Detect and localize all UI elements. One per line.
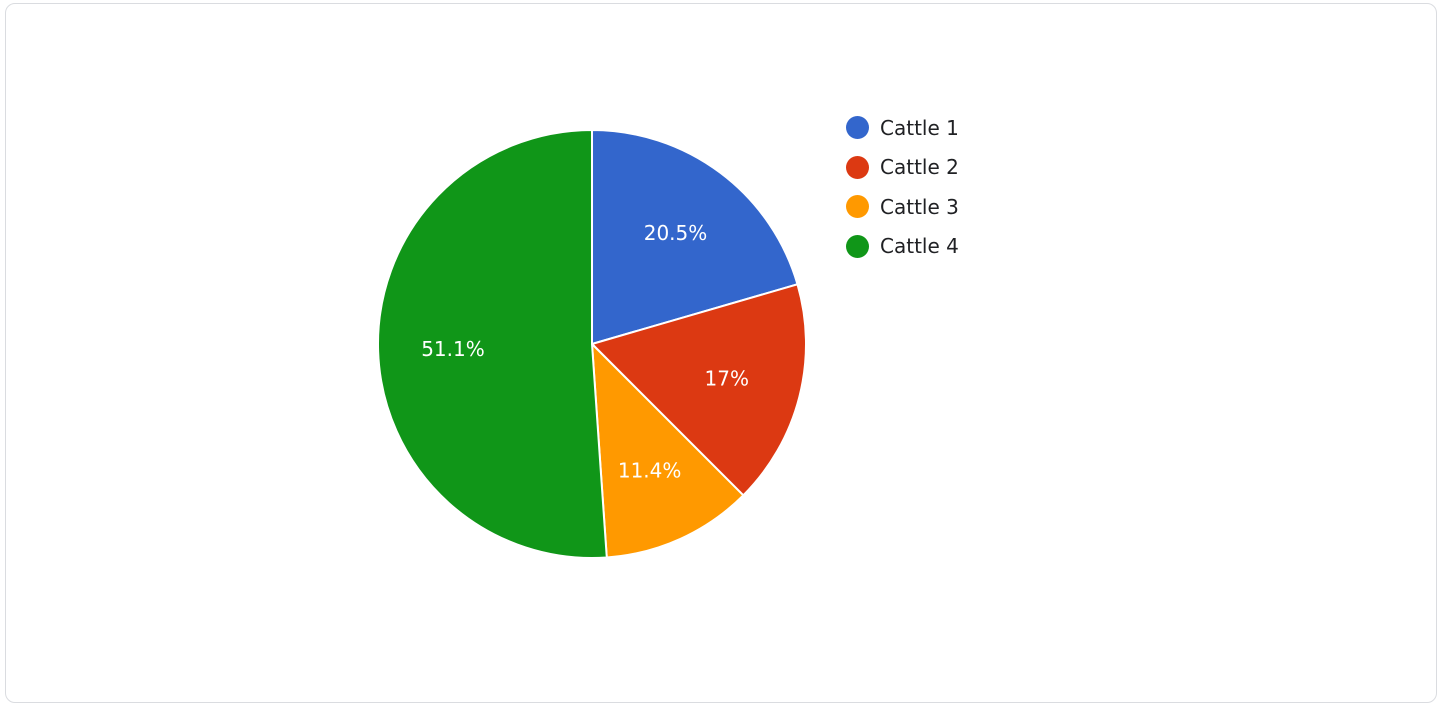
slice-labels: 20.5% 17% 11.4% 51.1% [421, 221, 749, 483]
legend-swatch-icon [846, 155, 869, 179]
legend-swatch-icon [846, 195, 869, 219]
legend-item[interactable]: Cattle 1 [846, 108, 959, 148]
legend: Cattle 1 Cattle 2 Cattle 3 Cattle 4 [846, 108, 959, 266]
pie-slice-4[interactable] [377, 128, 608, 559]
slice-data-label: 11.4% [618, 459, 682, 483]
slice-data-label: 17% [705, 367, 749, 391]
pie-slice-2[interactable] [590, 283, 807, 497]
legend-label: Cattle 4 [880, 234, 959, 259]
legend-item[interactable]: Cattle 3 [846, 187, 959, 227]
slice-data-label: 51.1% [421, 337, 485, 361]
legend-swatch-icon [846, 116, 869, 140]
legend-item[interactable]: Cattle 2 [846, 148, 959, 188]
slice-data-label: 20.5% [644, 221, 708, 245]
legend-label: Cattle 2 [880, 155, 959, 180]
legend-swatch-icon [846, 234, 869, 258]
legend-item[interactable]: Cattle 4 [846, 227, 959, 267]
legend-label: Cattle 3 [880, 194, 959, 219]
pie-slice-3[interactable] [590, 341, 745, 559]
pie-slices [377, 128, 807, 559]
pie-slice-1[interactable] [591, 128, 799, 346]
legend-label: Cattle 1 [880, 115, 959, 140]
